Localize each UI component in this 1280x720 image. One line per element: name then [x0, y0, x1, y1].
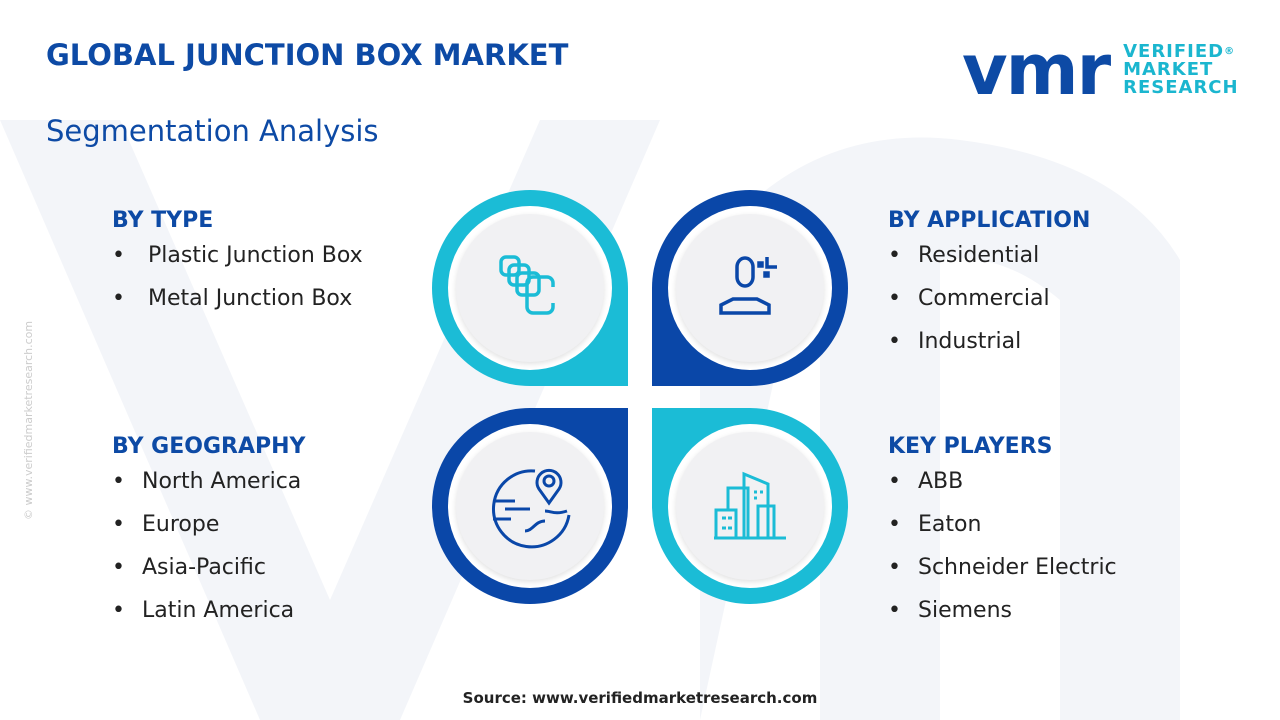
- section-geography: BY GEOGRAPHY • North America • Europe • Asi…: [112, 434, 305, 641]
- logo-line: VERIFIED: [1123, 41, 1225, 62]
- petal-key-players: [652, 408, 848, 604]
- section-title: KEY PLAYERS: [888, 434, 1053, 459]
- side-watermark: © www.verifiedmarketresearch.com: [22, 320, 35, 520]
- petal-type: [432, 190, 628, 386]
- logo-mark: vmr: [962, 29, 1111, 111]
- petal-geography: [432, 408, 628, 604]
- list-item: • Asia-Pacific: [112, 555, 266, 580]
- section-application: BY APPLICATION • Residential • Commercial …: [888, 208, 1090, 372]
- list-item: • Schneider Electric: [888, 555, 1117, 580]
- list-item: • Residential: [888, 243, 1040, 268]
- section-title: BY APPLICATION: [888, 208, 1091, 233]
- section-key-players: KEY PLAYERS • ABB • Eaton • Schneider Elect…: [888, 434, 1117, 641]
- list-item: • Plastic Junction Box: [112, 243, 363, 268]
- source-note: Source: www.verifiedmarketresearch.com: [462, 689, 818, 707]
- logo-line: MARKET: [1123, 59, 1214, 80]
- logo: vmr VERIFIED® MARKET RESEARCH: [962, 29, 1239, 111]
- list-item: • Siemens: [888, 598, 1012, 623]
- list-item: • Latin America: [112, 598, 295, 623]
- list-item: • Europe: [112, 512, 220, 537]
- logo-reg: ®: [1224, 46, 1236, 57]
- person-icon: [719, 256, 777, 315]
- list-item: • North America: [112, 469, 302, 494]
- buildings-icon: [714, 471, 786, 540]
- petal-application: [652, 190, 848, 386]
- globe-pin-icon: [492, 468, 571, 549]
- list-item: • Commercial: [888, 286, 1050, 311]
- list-item: • ABB: [888, 469, 964, 494]
- list-item: • Metal Junction Box: [112, 286, 353, 311]
- section-title: BY GEOGRAPHY: [112, 434, 306, 459]
- list-item: • Eaton: [888, 512, 982, 537]
- list-item: • Industrial: [888, 329, 1022, 354]
- page-title: GLOBAL JUNCTION BOX MARKET: [46, 38, 569, 72]
- page-subtitle: Segmentation Analysis: [46, 114, 379, 148]
- section-type: BY TYPE • Plastic Junction Box • Metal Jun…: [112, 208, 363, 329]
- boxes-icon: [499, 255, 555, 315]
- section-title: BY TYPE: [112, 208, 214, 233]
- logo-line: RESEARCH: [1123, 77, 1239, 98]
